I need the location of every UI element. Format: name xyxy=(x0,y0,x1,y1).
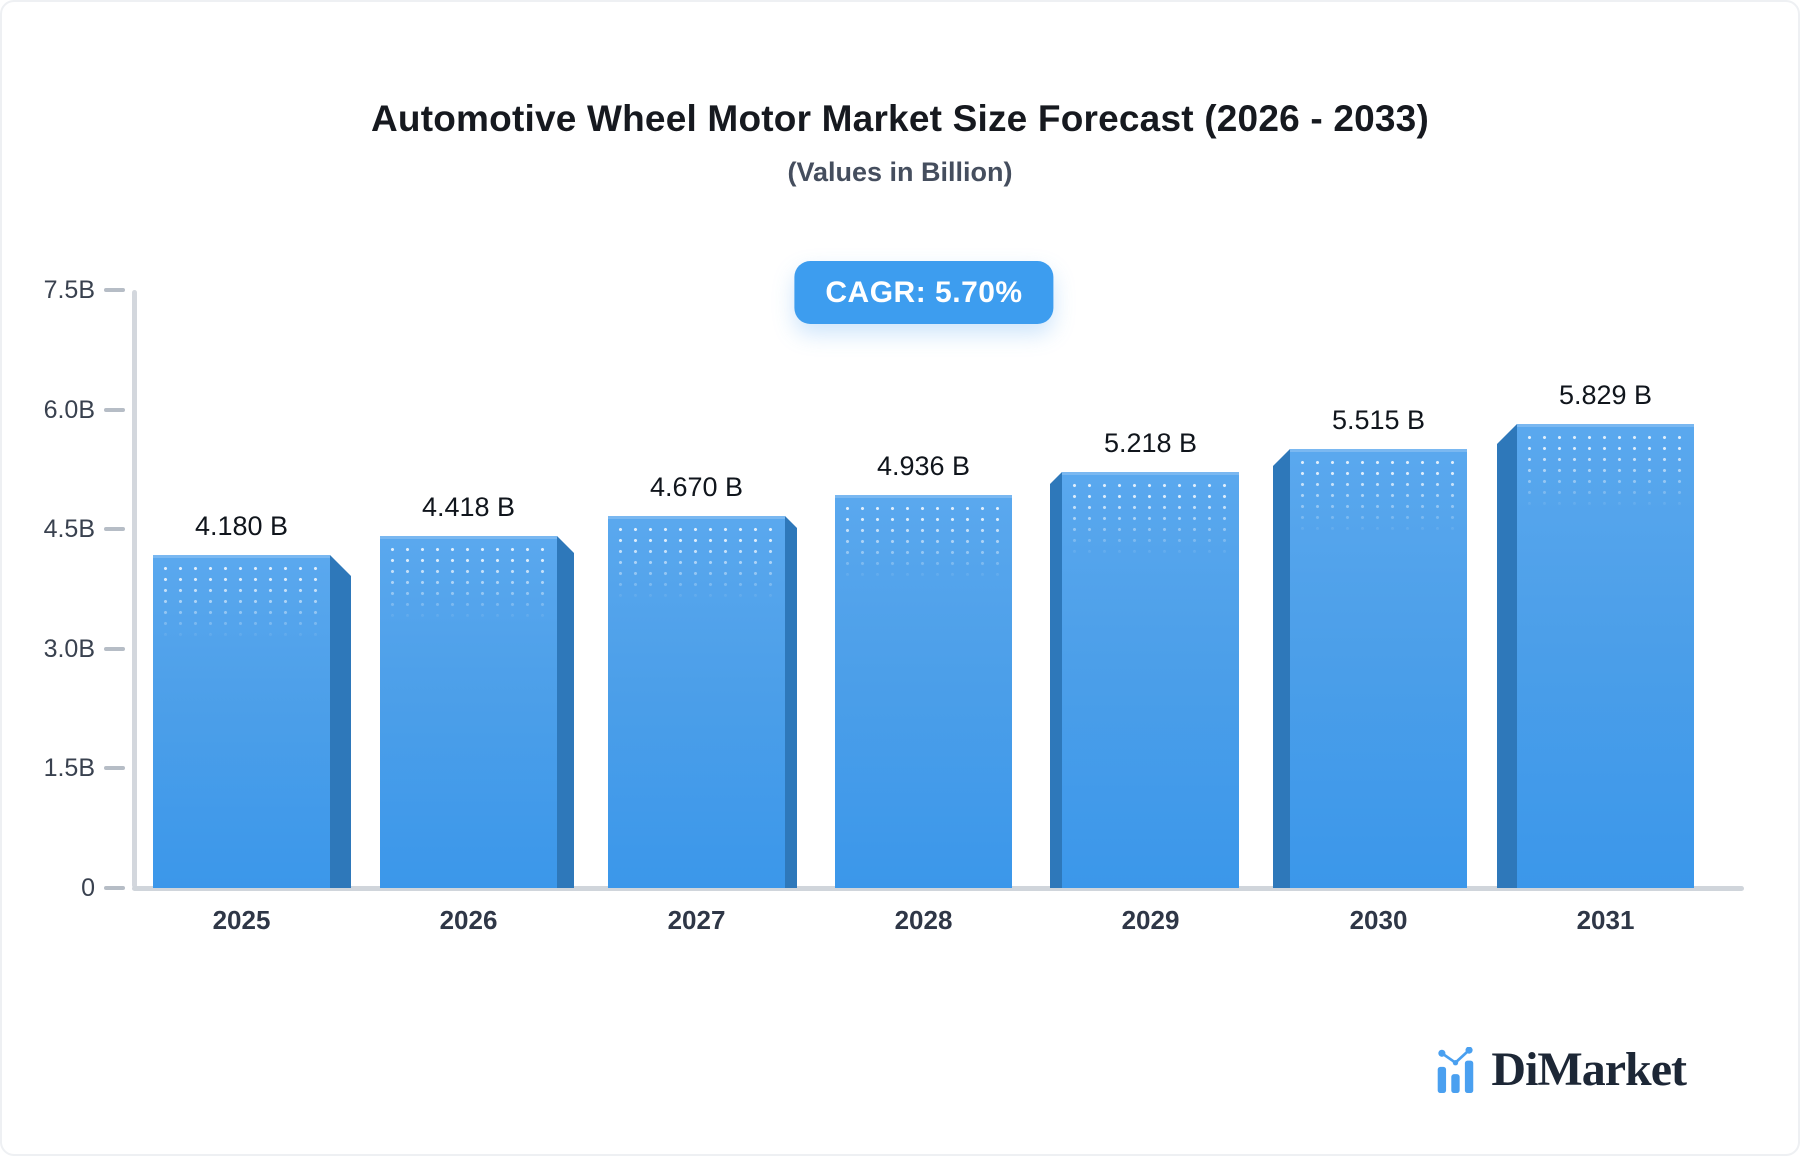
bar-speckle-texture xyxy=(1295,457,1462,535)
bar-value-label: 4.418 B xyxy=(421,492,516,522)
bar-3d-side-2029 xyxy=(1050,472,1062,888)
y-tick-label: 1.5B xyxy=(43,754,95,783)
bar-value-label: 4.936 B xyxy=(876,451,971,481)
bar-speckle-texture xyxy=(1522,432,1689,510)
bar-3d-side-2026 xyxy=(557,536,574,888)
bar-value-label: 5.829 B xyxy=(1558,380,1653,410)
dimarket-logo: DiMarket xyxy=(1434,1043,1687,1096)
y-tick-mark xyxy=(104,407,125,412)
y-tick-label: 0 xyxy=(81,874,95,902)
bar-3d-side-2025 xyxy=(330,555,351,888)
y-tick-mark xyxy=(104,527,125,532)
bar-value-label: 4.670 B xyxy=(649,472,744,502)
bar-2028 xyxy=(835,495,1012,888)
bar-2027 xyxy=(608,516,785,888)
bar-speckle-texture xyxy=(840,503,1007,581)
bar-3d-side-2030 xyxy=(1273,449,1290,888)
y-tick-label: 4.5B xyxy=(43,515,95,544)
logo-text: DiMarket xyxy=(1491,1043,1687,1096)
y-axis-line xyxy=(132,290,137,888)
bar-speckle-texture xyxy=(1067,480,1234,558)
y-tick-mark xyxy=(104,766,125,771)
x-axis-label-2029: 2029 xyxy=(1121,905,1180,935)
bar-2030 xyxy=(1290,449,1467,888)
bar-2031 xyxy=(1517,424,1694,888)
y-tick-mark xyxy=(104,886,125,890)
y-tick-mark xyxy=(104,646,125,651)
bar-2025 xyxy=(153,555,330,888)
bar-3d-side-2031 xyxy=(1497,424,1517,888)
x-axis-label-2031: 2031 xyxy=(1576,905,1635,935)
x-axis-label-2025: 2025 xyxy=(212,905,271,935)
y-tick-label: 6.0B xyxy=(43,395,95,424)
x-axis-label-2030: 2030 xyxy=(1349,905,1408,935)
bar-chart-trend-icon xyxy=(1438,1047,1474,1093)
bar-3d-side-2027 xyxy=(785,516,797,888)
chart-title: Automotive Wheel Motor Market Size Forec… xyxy=(371,98,1429,139)
y-tick-label: 7.5B xyxy=(43,276,95,305)
x-axis-label-2028: 2028 xyxy=(894,905,953,935)
bar-2026 xyxy=(380,536,557,888)
cagr-badge: CAGR: 5.70% xyxy=(794,261,1054,324)
bar-value-label: 4.180 B xyxy=(194,511,289,541)
x-axis-label-2026: 2026 xyxy=(439,905,498,935)
y-tick-label: 3.0B xyxy=(43,634,95,663)
bar-speckle-texture xyxy=(385,544,552,622)
bar-speckle-texture xyxy=(613,524,780,602)
y-tick-mark xyxy=(104,288,125,293)
chart-subtitle: (Values in Billion) xyxy=(787,157,1013,187)
bar-value-label: 5.218 B xyxy=(1103,428,1198,458)
bar-2029 xyxy=(1062,472,1239,888)
bar-value-label: 5.515 B xyxy=(1331,405,1426,435)
x-axis-label-2027: 2027 xyxy=(667,905,726,935)
bar-speckle-texture xyxy=(158,563,325,641)
x-axis-line xyxy=(132,886,1744,891)
